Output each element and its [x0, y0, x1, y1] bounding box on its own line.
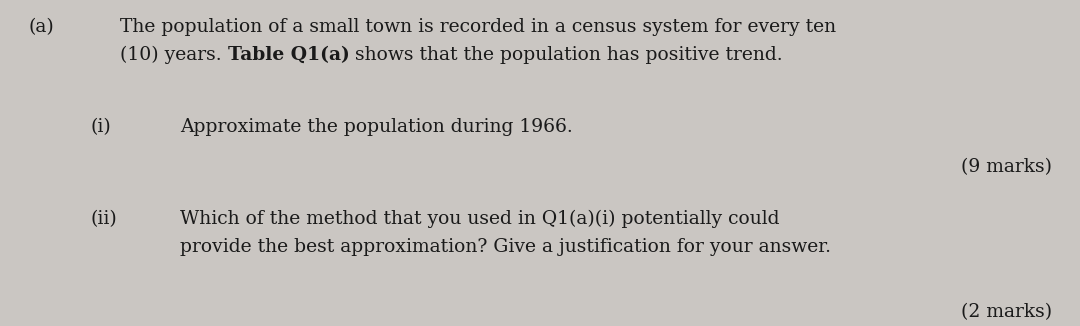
Text: (ii): (ii) [90, 210, 117, 228]
Text: (a): (a) [28, 18, 54, 36]
Text: shows that the population has positive trend.: shows that the population has positive t… [349, 46, 783, 64]
Text: (9 marks): (9 marks) [961, 158, 1052, 176]
Text: Table Q1(a): Table Q1(a) [228, 46, 349, 64]
Text: provide the best approximation? Give a justification for your answer.: provide the best approximation? Give a j… [180, 238, 831, 256]
Text: (2 marks): (2 marks) [961, 303, 1052, 321]
Text: Which of the method that you used in Q1(a)(i) potentially could: Which of the method that you used in Q1(… [180, 210, 780, 228]
Text: (i): (i) [90, 118, 111, 136]
Text: Approximate the population during 1966.: Approximate the population during 1966. [180, 118, 572, 136]
Text: The population of a small town is recorded in a census system for every ten: The population of a small town is record… [120, 18, 836, 36]
Text: (10) years.: (10) years. [120, 46, 228, 64]
